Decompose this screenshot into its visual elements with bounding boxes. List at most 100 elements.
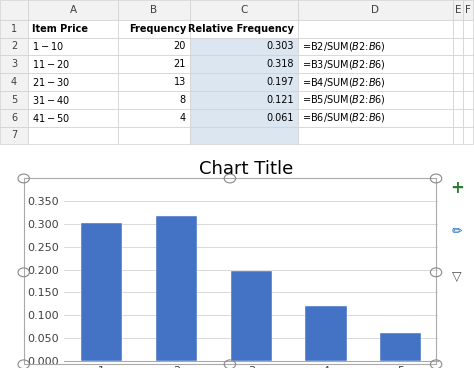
- Bar: [453, 127, 463, 144]
- Bar: [298, 109, 453, 127]
- Text: 20: 20: [173, 42, 186, 52]
- Text: $31 - $40: $31 - $40: [32, 94, 70, 106]
- Bar: [0, 0, 28, 20]
- Bar: [0, 38, 28, 55]
- Bar: [190, 0, 298, 20]
- Bar: [463, 55, 473, 73]
- Text: C: C: [240, 5, 248, 15]
- Bar: [305, 305, 346, 361]
- Bar: [81, 223, 122, 361]
- Text: $11 - $20: $11 - $20: [32, 58, 70, 70]
- Bar: [463, 73, 473, 91]
- Text: =B2/SUM($B$2:$B$6): =B2/SUM($B$2:$B$6): [302, 40, 386, 53]
- Bar: [28, 109, 118, 127]
- Bar: [298, 73, 453, 91]
- Bar: [118, 38, 190, 55]
- Text: 0.121: 0.121: [266, 95, 294, 105]
- Text: =B5/SUM($B$2:$B$6): =B5/SUM($B$2:$B$6): [302, 93, 386, 106]
- Text: Relative Frequency: Relative Frequency: [188, 24, 294, 33]
- Text: 21: 21: [173, 59, 186, 69]
- Text: 4: 4: [180, 113, 186, 123]
- Bar: [453, 0, 463, 20]
- Text: ✏: ✏: [451, 225, 462, 238]
- Text: +: +: [450, 179, 465, 197]
- Bar: [28, 73, 118, 91]
- Text: D: D: [372, 5, 380, 15]
- Bar: [453, 55, 463, 73]
- Text: 3: 3: [11, 59, 17, 69]
- Bar: [190, 109, 298, 127]
- Text: 13: 13: [174, 77, 186, 87]
- Text: 0.197: 0.197: [266, 77, 294, 87]
- Bar: [0, 55, 28, 73]
- Bar: [118, 20, 190, 38]
- Bar: [298, 91, 453, 109]
- Bar: [298, 55, 453, 73]
- Text: F: F: [465, 5, 471, 15]
- Bar: [118, 127, 190, 144]
- Text: ▽: ▽: [452, 269, 461, 283]
- Bar: [463, 109, 473, 127]
- Text: Chart Title: Chart Title: [200, 160, 293, 178]
- Bar: [463, 38, 473, 55]
- Text: 0.303: 0.303: [266, 42, 294, 52]
- Bar: [231, 271, 272, 361]
- Bar: [190, 20, 298, 38]
- Text: 7: 7: [11, 130, 17, 141]
- Bar: [190, 127, 298, 144]
- Text: E: E: [455, 5, 461, 15]
- Bar: [453, 109, 463, 127]
- Text: 5: 5: [11, 95, 17, 105]
- Text: 4: 4: [11, 77, 17, 87]
- Bar: [156, 216, 197, 361]
- Text: $41 - $50: $41 - $50: [32, 112, 70, 124]
- Text: $1 - $10: $1 - $10: [32, 40, 64, 53]
- Text: =B6/SUM($B$2:$B$6): =B6/SUM($B$2:$B$6): [302, 111, 386, 124]
- Bar: [190, 73, 298, 91]
- Text: 0.061: 0.061: [266, 113, 294, 123]
- Bar: [118, 109, 190, 127]
- Bar: [118, 0, 190, 20]
- Text: $21 - $30: $21 - $30: [32, 76, 70, 88]
- Bar: [118, 55, 190, 73]
- Text: A: A: [69, 5, 77, 15]
- Bar: [453, 20, 463, 38]
- Bar: [298, 20, 453, 38]
- Bar: [463, 20, 473, 38]
- Text: =B4/SUM($B$2:$B$6): =B4/SUM($B$2:$B$6): [302, 75, 386, 89]
- Text: 2: 2: [11, 42, 17, 52]
- Bar: [118, 91, 190, 109]
- Bar: [298, 0, 453, 20]
- Bar: [298, 127, 453, 144]
- Bar: [0, 91, 28, 109]
- Text: Frequency: Frequency: [129, 24, 186, 33]
- Bar: [0, 109, 28, 127]
- Bar: [28, 127, 118, 144]
- Bar: [463, 91, 473, 109]
- Bar: [453, 91, 463, 109]
- Bar: [190, 38, 298, 55]
- Bar: [0, 73, 28, 91]
- Bar: [28, 38, 118, 55]
- Bar: [28, 20, 118, 38]
- Bar: [298, 38, 453, 55]
- Text: Item Price: Item Price: [32, 24, 88, 33]
- Bar: [118, 73, 190, 91]
- Bar: [0, 127, 28, 144]
- Text: =B3/SUM($B$2:$B$6): =B3/SUM($B$2:$B$6): [302, 58, 386, 71]
- Text: 8: 8: [180, 95, 186, 105]
- Bar: [190, 55, 298, 73]
- Bar: [453, 73, 463, 91]
- Text: B: B: [150, 5, 157, 15]
- Text: 1: 1: [11, 24, 17, 33]
- Text: 0.318: 0.318: [266, 59, 294, 69]
- Text: 6: 6: [11, 113, 17, 123]
- Bar: [28, 0, 118, 20]
- Bar: [380, 333, 421, 361]
- Bar: [463, 0, 473, 20]
- Bar: [28, 55, 118, 73]
- Bar: [190, 91, 298, 109]
- Bar: [0, 20, 28, 38]
- Bar: [463, 127, 473, 144]
- Bar: [453, 38, 463, 55]
